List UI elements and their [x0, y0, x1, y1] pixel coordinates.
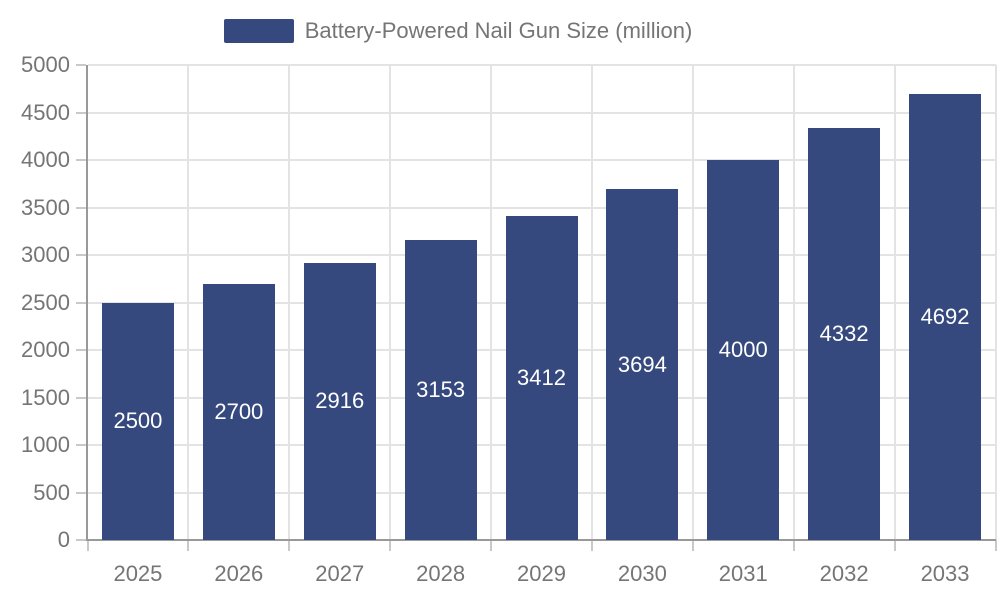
gridline-x-5 [590, 65, 593, 540]
bar-2029[interactable]: 3412 [505, 215, 578, 540]
x-axis-label-2027: 2027 [315, 561, 365, 586]
gridline-x-9 [994, 65, 997, 540]
bar-value-label-2028: 3153 [416, 377, 466, 403]
gridline-x-4 [490, 65, 493, 540]
x-axis-tick-0 [86, 540, 89, 551]
gridline-y-3500 [87, 206, 996, 209]
y-axis-tick-3500 [75, 206, 86, 209]
x-axis-label-2028: 2028 [416, 561, 466, 586]
y-axis-label-2500: 2500 [21, 289, 70, 315]
y-axis-label-2000: 2000 [21, 337, 70, 362]
gridline-y-4500 [87, 111, 996, 114]
x-axis-label-2031: 2031 [718, 561, 768, 586]
legend-swatch [223, 19, 294, 43]
x-axis-tick-6 [691, 540, 694, 551]
x-axis-tick-4 [490, 540, 493, 551]
bar-value-label-2025: 2500 [113, 408, 163, 434]
x-axis-line [85, 539, 996, 541]
y-axis-tick-2500 [75, 301, 86, 304]
legend-item[interactable]: Battery-Powered Nail Gun Size (million) [0, 18, 958, 44]
bar-value-label-2031: 4000 [718, 337, 768, 362]
x-axis-label-2026: 2026 [214, 561, 264, 586]
bar-2031[interactable]: 4000 [707, 160, 780, 540]
x-axis-tick-9 [994, 540, 997, 551]
y-axis-tick-4500 [75, 111, 86, 114]
bar-value-label-2026: 2700 [214, 398, 264, 424]
bar-2025[interactable]: 2500 [101, 302, 174, 540]
x-axis-label-2030: 2030 [617, 561, 667, 586]
bar-value-label-2027: 2916 [315, 388, 365, 414]
x-axis-label-2025: 2025 [113, 561, 163, 586]
y-axis-tick-0 [75, 539, 86, 541]
gridline-x-1 [187, 65, 190, 540]
y-axis-tick-4000 [75, 159, 86, 161]
y-axis-line [85, 65, 88, 540]
x-axis-tick-2 [288, 540, 291, 551]
y-axis-tick-1000 [75, 444, 86, 446]
bar-2030[interactable]: 3694 [606, 189, 679, 540]
bar-value-label-2029: 3412 [517, 364, 566, 390]
gridline-y-5000 [87, 64, 996, 66]
bar-2027[interactable]: 2916 [303, 262, 376, 540]
y-axis-label-500: 500 [33, 479, 70, 505]
y-axis-label-1000: 1000 [21, 432, 70, 457]
gridline-x-2 [288, 65, 291, 540]
bar-value-label-2032: 4332 [819, 321, 869, 347]
y-axis-label-1500: 1500 [21, 384, 70, 410]
y-axis-label-4500: 4500 [21, 99, 70, 125]
y-axis-label-0: 0 [57, 527, 70, 552]
y-axis-tick-500 [75, 491, 86, 494]
legend-label: Battery-Powered Nail Gun Size (million) [304, 18, 693, 43]
gridline-y-4000 [87, 159, 996, 161]
bar-value-label-2030: 3694 [617, 351, 667, 377]
y-axis-label-4000: 4000 [21, 147, 70, 172]
y-axis-tick-5000 [75, 64, 86, 66]
bar-2033[interactable]: 4692 [909, 94, 982, 540]
y-axis-tick-2000 [75, 349, 86, 351]
y-axis-tick-1500 [75, 396, 86, 399]
x-axis-tick-8 [893, 540, 896, 551]
x-axis-label-2033: 2033 [920, 561, 970, 586]
y-axis-label-3000: 3000 [21, 242, 70, 267]
x-axis-tick-7 [792, 540, 795, 551]
x-axis-tick-3 [389, 540, 392, 551]
x-axis-tick-5 [590, 540, 593, 551]
y-axis-tick-3000 [75, 254, 86, 256]
x-axis-tick-1 [187, 540, 190, 551]
y-axis-label-5000: 5000 [21, 52, 70, 77]
gridline-x-6 [691, 65, 694, 540]
gridline-x-3 [389, 65, 392, 540]
x-axis-label-2032: 2032 [819, 561, 869, 586]
bar-2032[interactable]: 4332 [808, 128, 881, 540]
x-axis-label-2029: 2029 [517, 561, 566, 586]
gridline-x-7 [792, 65, 795, 540]
gridline-x-8 [893, 65, 896, 540]
bar-2026[interactable]: 2700 [202, 283, 275, 540]
bar-value-label-2033: 4692 [920, 304, 970, 330]
bar-2028[interactable]: 3153 [404, 240, 477, 540]
y-axis-label-3500: 3500 [21, 194, 70, 220]
